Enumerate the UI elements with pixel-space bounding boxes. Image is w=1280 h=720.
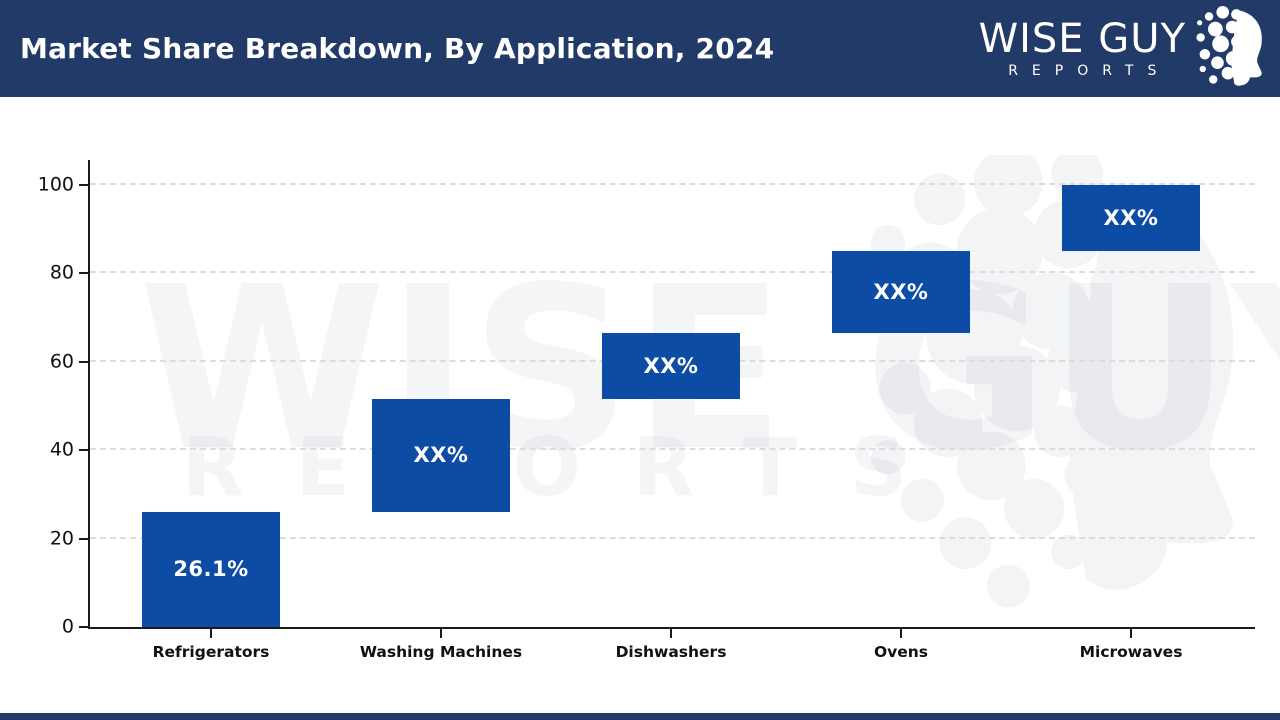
brand-logo: WISE GUY REPORTS [979, 6, 1268, 90]
y-axis-tick-mark [79, 272, 88, 274]
y-axis-tick-label: 40 [49, 438, 74, 461]
x-axis-category-label: Refrigerators [152, 643, 270, 661]
y-axis-tick-label: 20 [49, 527, 74, 549]
x-axis-tick-mark [210, 629, 212, 638]
logo-wordmark: WISE GUY [978, 16, 1186, 62]
header-bar: Market Share Breakdown, By Application, … [0, 0, 1280, 97]
logo-text: WISE GUY REPORTS [979, 16, 1186, 80]
logo-face-icon [1196, 6, 1262, 86]
bar-value-label: XX% [413, 443, 469, 468]
y-axis-tick-label: 0 [61, 615, 74, 638]
x-axis-tick-mark [670, 629, 672, 638]
x-axis-category-label: Washing Machines [359, 643, 523, 661]
bar-ovens: XX% [832, 250, 970, 333]
gridline-y-40 [90, 448, 1255, 450]
y-axis-tick-label: 100 [37, 173, 74, 195]
bar-value-label: XX% [1103, 205, 1159, 230]
x-axis-category-label: Ovens [873, 643, 929, 661]
y-axis-tick-label: 80 [49, 261, 74, 284]
bar-value-label: XX% [643, 353, 699, 378]
y-axis-tick-mark [79, 626, 88, 628]
y-axis-tick-mark [79, 360, 88, 363]
x-axis-tick-mark [1130, 629, 1132, 638]
logo-subtext: REPORTS [1008, 63, 1171, 79]
plot-area: 0 20 40 60 80 100 26.1% Refrigerators XX% Washing… [38, 160, 1255, 661]
x-axis-category-label: Dishwashers [615, 643, 727, 661]
y-axis-tick-mark [79, 449, 88, 451]
footer-bar [0, 713, 1280, 720]
bar-value-label: 26.1% [173, 557, 249, 582]
chart-title: Market Share Breakdown, By Application, … [20, 32, 775, 65]
bar-microwaves: XX% [1062, 184, 1200, 251]
gridline-y-20 [90, 536, 1255, 539]
y-axis-tick-mark [79, 537, 88, 540]
gridline-y-80 [90, 271, 1255, 273]
bar-value-label: XX% [873, 279, 929, 304]
bar-dishwashers: XX% [602, 332, 740, 400]
x-axis-category-label: Microwaves [1079, 643, 1183, 661]
y-axis-tick-mark [79, 183, 88, 186]
bar-refrigerators: 26.1% [142, 511, 280, 627]
bar-washing-machines: XX% [372, 399, 510, 512]
y-axis-tick-label: 60 [49, 350, 74, 372]
x-axis-tick-mark [440, 629, 442, 638]
x-axis-tick-mark [900, 629, 902, 638]
gridline-y-100 [90, 182, 1255, 185]
